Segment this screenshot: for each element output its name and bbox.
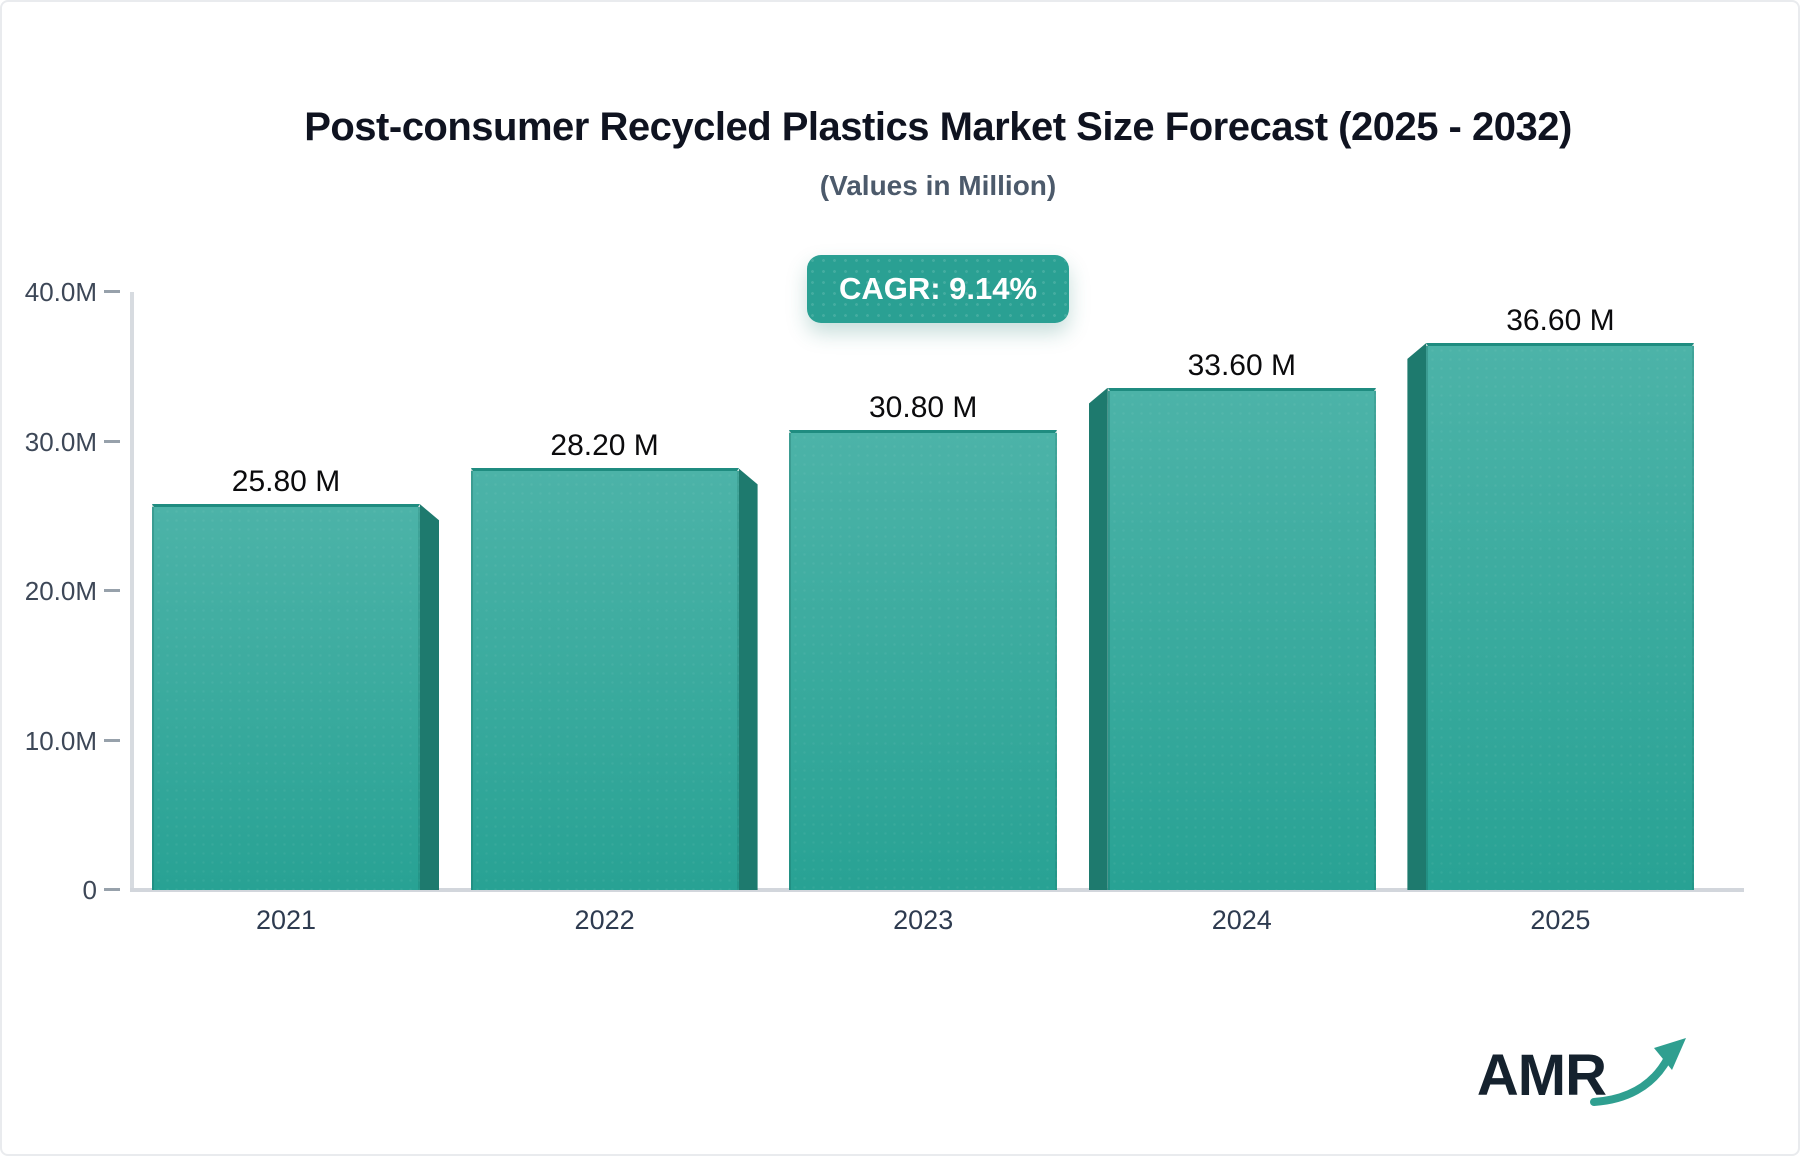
y-tick-dash [104, 888, 120, 891]
bar-side-face [1407, 342, 1427, 890]
chart-title: Post-consumer Recycled Plastics Market S… [304, 105, 1572, 149]
growth-arrow-icon [1590, 1038, 1686, 1106]
y-tick-label: 30.0M [24, 426, 97, 457]
x-tick-label: 2024 [1211, 905, 1272, 935]
bar-value-label: 33.60 M [1187, 348, 1296, 382]
bar-value-label: 28.20 M [550, 429, 659, 463]
y-tick-label: 40.0M [24, 277, 97, 307]
y-tick-dash [104, 290, 120, 293]
y-tick-dash [104, 738, 120, 742]
y-tick-label: 20.0M [24, 576, 97, 606]
bar [470, 468, 739, 890]
y-axis-line [130, 292, 134, 892]
y-tick-dash [104, 439, 120, 443]
bar [152, 504, 420, 890]
x-tick-label: 2021 [255, 905, 317, 935]
x-tick-label: 2022 [574, 905, 635, 935]
y-tick-label: 0 [82, 875, 97, 905]
cagr-badge: CAGR: 9.14% [806, 255, 1070, 323]
bar-side-face [1088, 387, 1108, 890]
bar [1107, 387, 1376, 890]
y-tick-dash [104, 589, 120, 592]
x-tick-label: 2023 [893, 905, 954, 935]
chart-subtitle: (Values in Million) [819, 170, 1057, 201]
y-tick-label: 10.0M [24, 725, 97, 756]
bar-value-label: 25.80 M [231, 465, 341, 499]
cagr-badge-row: CAGR: 9.14% [132, 255, 1744, 323]
bar [1426, 342, 1695, 890]
bar-side-face [738, 468, 758, 890]
bar-value-label: 36.60 M [1506, 303, 1615, 337]
amr-logo: AMR [1476, 1036, 1702, 1108]
bar-side-face [420, 504, 439, 890]
chart-header: Post-consumer Recycled Plastics Market S… [132, 102, 1744, 204]
x-axis-line [130, 888, 1744, 892]
bar-value-label: 30.80 M [868, 390, 978, 424]
bar [789, 429, 1058, 890]
x-tick-label: 2025 [1530, 905, 1591, 935]
amr-logo-text: AMR [1476, 1043, 1607, 1108]
